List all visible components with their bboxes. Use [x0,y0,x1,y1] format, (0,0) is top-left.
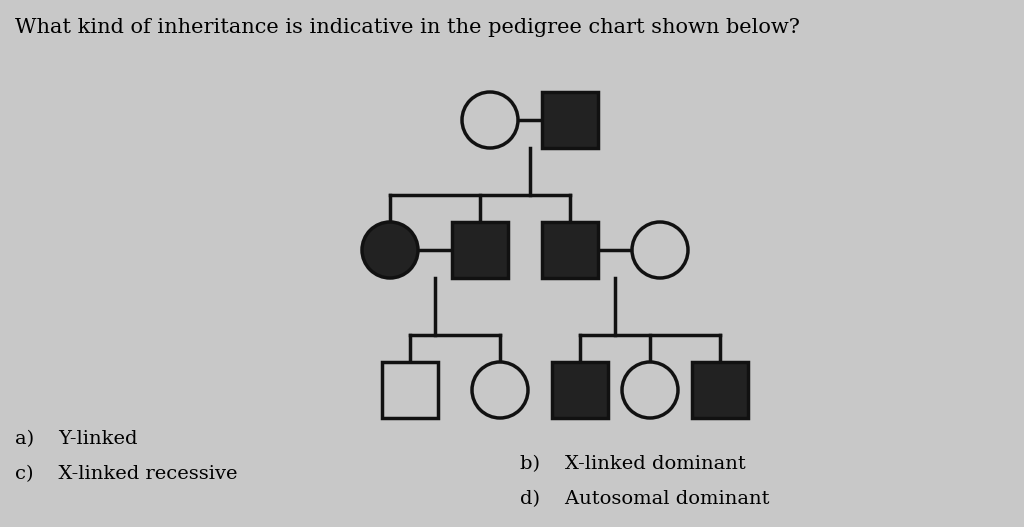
Text: c)    X-linked recessive: c) X-linked recessive [15,465,238,483]
Bar [552,362,608,418]
Text: d)    Autosomal dominant: d) Autosomal dominant [520,490,769,508]
Bar [382,362,438,418]
Bar [452,222,508,278]
Text: a)    Y-linked: a) Y-linked [15,430,137,448]
Bar [542,222,598,278]
Text: b)    X-linked dominant: b) X-linked dominant [520,455,745,473]
Bar [692,362,748,418]
Circle shape [622,362,678,418]
Circle shape [472,362,528,418]
Circle shape [632,222,688,278]
Text: What kind of inheritance is indicative in the pedigree chart shown below?: What kind of inheritance is indicative i… [15,18,800,37]
Circle shape [362,222,418,278]
Bar [542,92,598,148]
Circle shape [462,92,518,148]
